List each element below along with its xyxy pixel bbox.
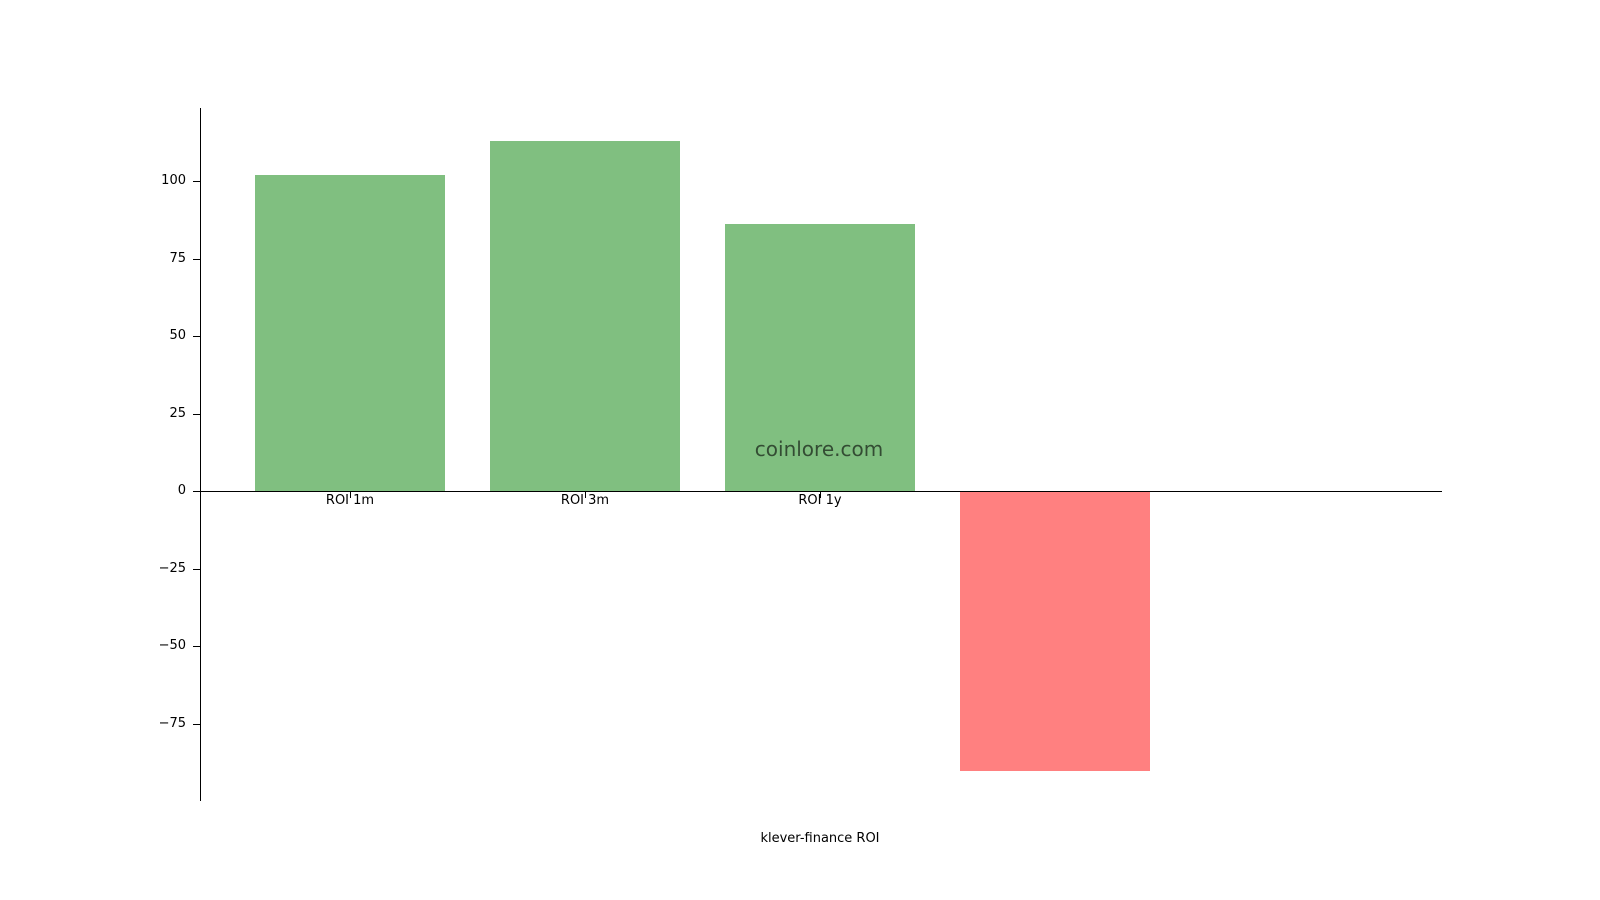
bar-roi-3m — [490, 140, 680, 491]
x-tick-label-roi-1y: ROI 1y — [798, 493, 842, 508]
bar-roi-1y — [725, 224, 915, 491]
y-tick — [193, 336, 200, 337]
x-tick — [585, 491, 586, 498]
y-tick — [193, 646, 200, 647]
y-tick-label: −25 — [158, 560, 186, 576]
y-tick — [193, 413, 200, 415]
y-tick-label: 25 — [169, 405, 186, 421]
y-tick-label: 0 — [177, 483, 186, 498]
y-axis-spine — [200, 108, 201, 801]
y-tick-label: 100 — [161, 173, 186, 188]
y-tick-label: −50 — [158, 638, 186, 653]
x-tick — [820, 491, 821, 498]
bar-roi-1m — [255, 174, 445, 491]
bar-series-4 — [960, 492, 1150, 771]
y-tick-label: 75 — [169, 250, 186, 266]
x-tick — [350, 491, 351, 498]
chart-title: klever-finance ROI — [760, 831, 880, 846]
y-tick — [193, 258, 200, 260]
watermark-text: coinlore.com — [754, 437, 884, 461]
x-tick-label-roi-1m: ROI 1m — [325, 493, 375, 508]
x-axis-zero-line — [200, 491, 1442, 492]
y-tick — [193, 181, 200, 182]
y-tick — [193, 568, 200, 570]
y-tick — [193, 723, 200, 725]
y-tick-label: 50 — [169, 328, 186, 343]
x-tick-label-roi-3m: ROI 3m — [560, 493, 610, 508]
y-tick — [193, 491, 200, 492]
y-tick-label: −75 — [158, 715, 186, 731]
